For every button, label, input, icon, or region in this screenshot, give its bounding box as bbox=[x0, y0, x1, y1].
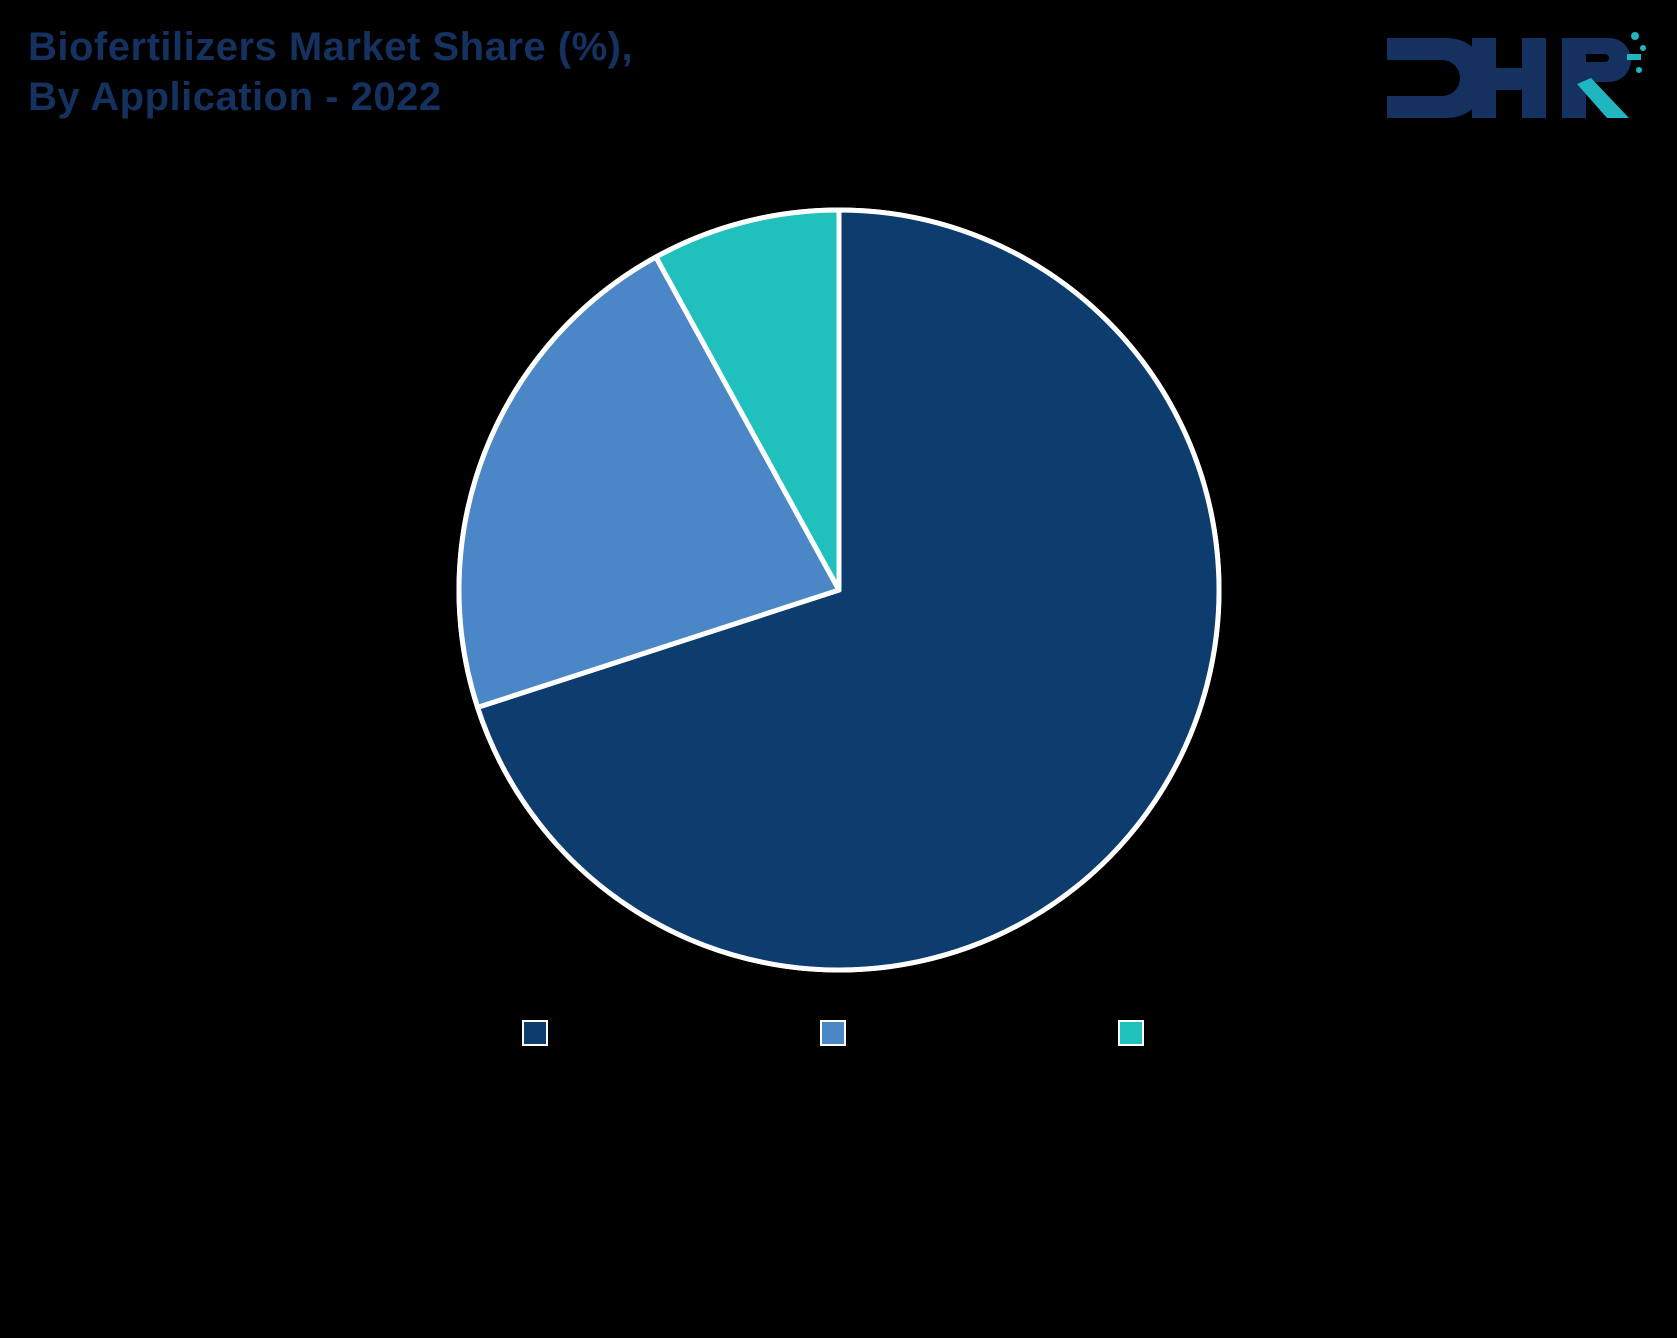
pie-chart-svg bbox=[449, 200, 1229, 980]
chart-title: Biofertilizers Market Share (%), By Appl… bbox=[28, 22, 633, 122]
chart-title-line1: Biofertilizers Market Share (%), bbox=[28, 22, 633, 72]
brand-logo-svg bbox=[1377, 18, 1647, 138]
chart-title-line2: By Application - 2022 bbox=[28, 72, 633, 122]
legend-item-0 bbox=[522, 1020, 560, 1046]
legend-item-1 bbox=[820, 1020, 858, 1046]
chart-container: Biofertilizers Market Share (%), By Appl… bbox=[0, 0, 1677, 1338]
legend-item-2 bbox=[1118, 1020, 1156, 1046]
legend bbox=[522, 1020, 1156, 1046]
legend-swatch-2 bbox=[1118, 1020, 1144, 1046]
legend-swatch-0 bbox=[522, 1020, 548, 1046]
legend-swatch-1 bbox=[820, 1020, 846, 1046]
brand-logo bbox=[1377, 18, 1647, 138]
pie-chart bbox=[449, 200, 1229, 980]
